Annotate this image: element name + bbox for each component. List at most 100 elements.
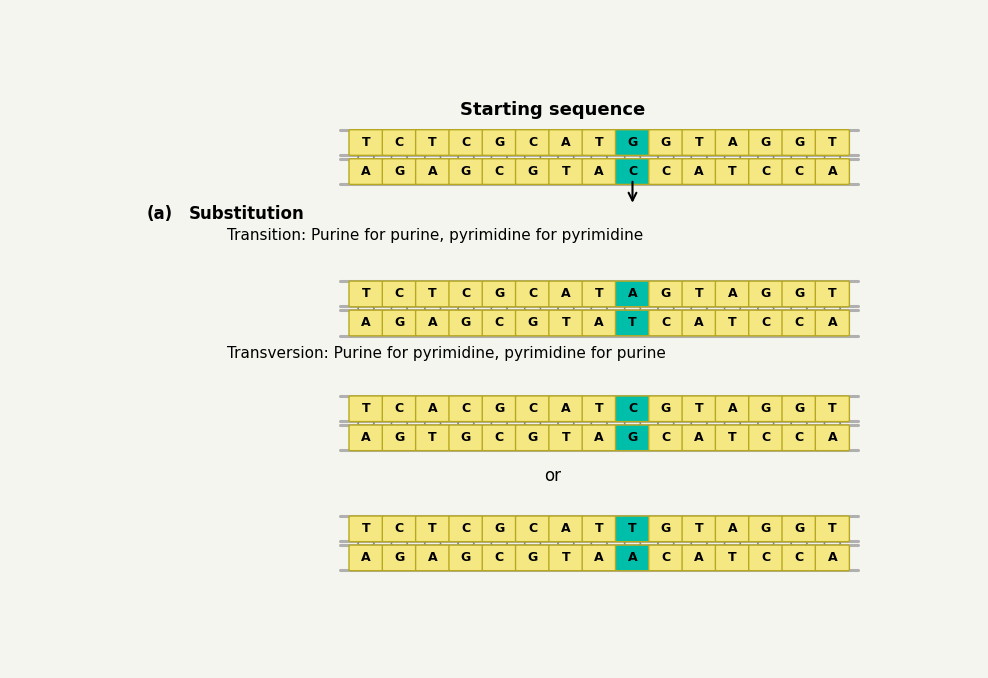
FancyBboxPatch shape — [449, 425, 483, 451]
FancyBboxPatch shape — [516, 425, 549, 451]
Text: A: A — [595, 551, 604, 564]
FancyBboxPatch shape — [549, 396, 583, 422]
Text: (a): (a) — [146, 205, 173, 224]
FancyBboxPatch shape — [815, 159, 850, 184]
Text: G: G — [494, 287, 505, 300]
Text: T: T — [595, 402, 604, 416]
Text: C: C — [661, 551, 671, 564]
FancyBboxPatch shape — [682, 159, 716, 184]
FancyBboxPatch shape — [516, 159, 549, 184]
Text: T: T — [695, 136, 703, 149]
FancyBboxPatch shape — [349, 516, 383, 542]
Text: C: C — [461, 522, 470, 536]
FancyBboxPatch shape — [449, 545, 483, 571]
FancyBboxPatch shape — [815, 425, 850, 451]
FancyBboxPatch shape — [616, 545, 649, 571]
FancyBboxPatch shape — [815, 396, 850, 422]
FancyBboxPatch shape — [649, 281, 683, 306]
FancyBboxPatch shape — [449, 396, 483, 422]
Text: G: G — [528, 551, 537, 564]
FancyBboxPatch shape — [649, 310, 683, 336]
Text: T: T — [628, 317, 637, 330]
FancyBboxPatch shape — [715, 129, 750, 155]
Text: T: T — [429, 431, 437, 444]
FancyBboxPatch shape — [616, 396, 649, 422]
FancyBboxPatch shape — [482, 281, 517, 306]
Text: A: A — [595, 317, 604, 330]
FancyBboxPatch shape — [416, 281, 450, 306]
Text: T: T — [695, 402, 703, 416]
FancyBboxPatch shape — [582, 396, 617, 422]
FancyBboxPatch shape — [749, 310, 782, 336]
Text: C: C — [794, 551, 803, 564]
FancyBboxPatch shape — [516, 545, 549, 571]
Text: C: C — [395, 136, 404, 149]
Text: T: T — [362, 287, 370, 300]
FancyBboxPatch shape — [616, 310, 649, 336]
Text: A: A — [561, 136, 571, 149]
Text: C: C — [528, 522, 537, 536]
FancyBboxPatch shape — [749, 159, 782, 184]
FancyBboxPatch shape — [349, 310, 383, 336]
FancyBboxPatch shape — [715, 281, 750, 306]
Text: T: T — [362, 522, 370, 536]
FancyBboxPatch shape — [815, 310, 850, 336]
Text: C: C — [395, 522, 404, 536]
Text: G: G — [661, 287, 671, 300]
Text: G: G — [661, 402, 671, 416]
FancyBboxPatch shape — [416, 310, 450, 336]
FancyBboxPatch shape — [782, 310, 816, 336]
Text: C: C — [661, 165, 671, 178]
Text: C: C — [761, 431, 771, 444]
Text: T: T — [828, 136, 837, 149]
Text: A: A — [627, 551, 637, 564]
FancyBboxPatch shape — [349, 545, 383, 571]
Text: A: A — [695, 431, 703, 444]
FancyBboxPatch shape — [582, 129, 617, 155]
Text: A: A — [595, 165, 604, 178]
FancyBboxPatch shape — [649, 129, 683, 155]
FancyBboxPatch shape — [516, 281, 549, 306]
FancyBboxPatch shape — [682, 425, 716, 451]
Text: C: C — [528, 136, 537, 149]
FancyBboxPatch shape — [416, 425, 450, 451]
Text: G: G — [394, 165, 404, 178]
FancyBboxPatch shape — [616, 425, 649, 451]
FancyBboxPatch shape — [482, 545, 517, 571]
Text: A: A — [362, 317, 370, 330]
Text: C: C — [661, 431, 671, 444]
Text: C: C — [761, 165, 771, 178]
Text: C: C — [461, 287, 470, 300]
FancyBboxPatch shape — [416, 129, 450, 155]
FancyBboxPatch shape — [715, 545, 750, 571]
Text: C: C — [628, 165, 637, 178]
Text: G: G — [460, 317, 471, 330]
FancyBboxPatch shape — [482, 159, 517, 184]
FancyBboxPatch shape — [416, 396, 450, 422]
FancyBboxPatch shape — [382, 545, 416, 571]
FancyBboxPatch shape — [582, 310, 617, 336]
Text: C: C — [794, 317, 803, 330]
Text: C: C — [495, 431, 504, 444]
FancyBboxPatch shape — [682, 545, 716, 571]
Text: A: A — [428, 402, 438, 416]
FancyBboxPatch shape — [482, 516, 517, 542]
Text: A: A — [362, 431, 370, 444]
Text: G: G — [794, 402, 804, 416]
Text: T: T — [362, 136, 370, 149]
Text: A: A — [561, 287, 571, 300]
FancyBboxPatch shape — [649, 516, 683, 542]
FancyBboxPatch shape — [449, 129, 483, 155]
Text: A: A — [695, 317, 703, 330]
FancyBboxPatch shape — [516, 516, 549, 542]
FancyBboxPatch shape — [549, 545, 583, 571]
Text: T: T — [561, 317, 570, 330]
FancyBboxPatch shape — [349, 281, 383, 306]
Text: G: G — [394, 551, 404, 564]
Text: T: T — [595, 136, 604, 149]
Text: G: G — [494, 522, 505, 536]
FancyBboxPatch shape — [482, 425, 517, 451]
Text: G: G — [794, 287, 804, 300]
FancyBboxPatch shape — [549, 281, 583, 306]
Text: G: G — [494, 136, 505, 149]
